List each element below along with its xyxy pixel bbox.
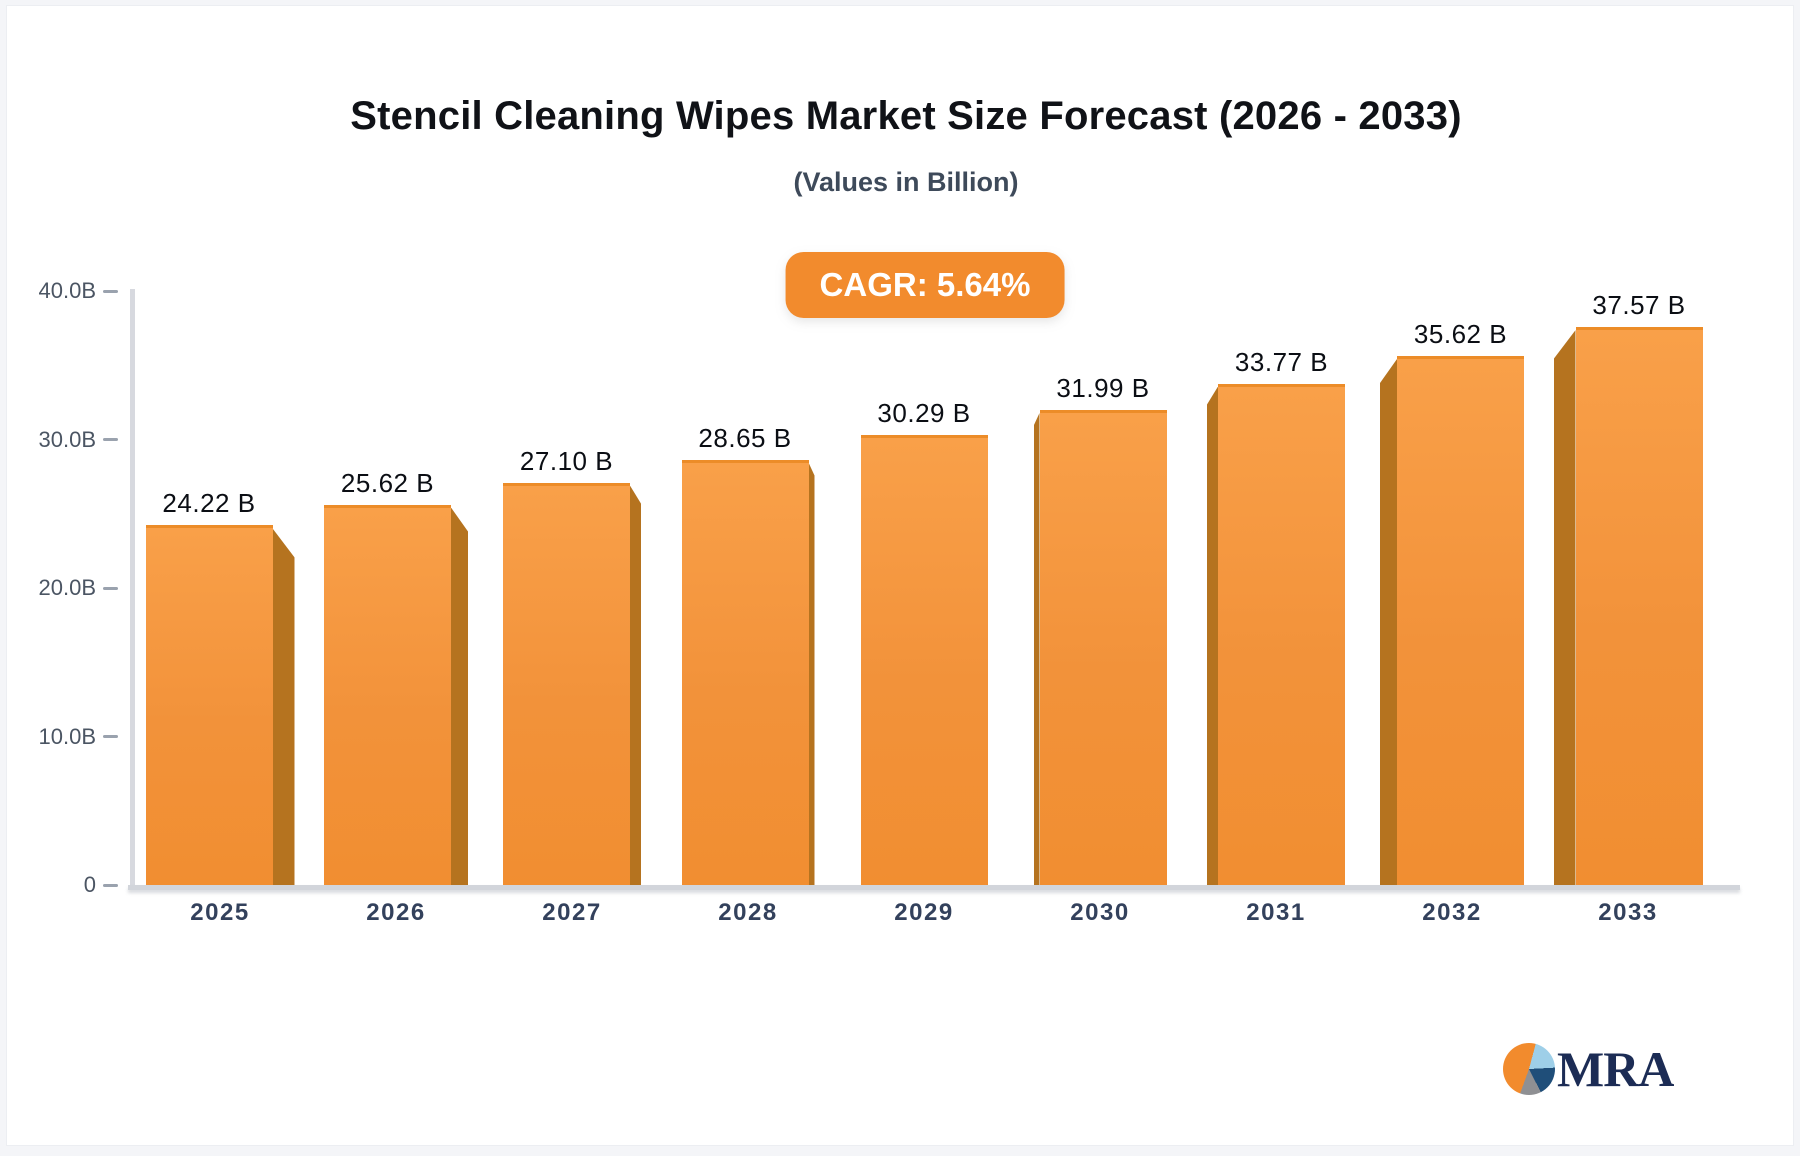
bar-value-label: 37.57 B [1592,290,1686,321]
bar-3d-side [1553,330,1576,885]
chart-subtitle: (Values in Billion) [793,167,1019,197]
x-axis-label-2028: 2028 [718,899,778,926]
bar-value-label: 31.99 B [1056,372,1150,403]
x-axis-label-2029: 2029 [894,899,954,926]
bar-value-label: 30.29 B [877,398,971,429]
brand-logo-text: MRA [1557,1041,1674,1097]
x-axis-label-2031: 2031 [1246,899,1306,926]
y-tick-label: 40.0B [38,278,97,303]
bar-2026[interactable]: 25.62 B [324,468,468,885]
y-tick-label: 10.0B [38,723,97,749]
cagr-badge: CAGR: 5.64% [785,252,1065,318]
y-tick-mark [103,438,118,441]
y-tick-label: 30.0B [38,426,97,452]
x-axis-line [128,885,1740,890]
bar-3d-side [1380,359,1397,885]
y-tick-mark [103,586,118,590]
bar-3d-side [808,462,815,885]
brand-logo: MRA [1503,1040,1674,1098]
bar-value-label: 33.77 B [1234,346,1329,377]
bar-2030[interactable]: 31.99 B [1033,373,1167,885]
y-tick-mark [103,883,118,887]
bar-3d-side [272,528,295,885]
bar-value-label: 35.62 B [1413,319,1508,350]
x-axis-label-2026: 2026 [366,899,426,926]
bar-value-label: 28.65 B [698,422,792,453]
pie-chart-icon [1503,1043,1555,1095]
bar-value-label: 25.62 B [340,467,435,498]
bar-2029[interactable]: 30.29 B [860,398,988,885]
bar-3d-side [1033,412,1040,885]
bar-3d-side [451,507,468,885]
bar-2028[interactable]: 28.65 B [681,423,815,885]
bar-2025[interactable]: 24.22 B [145,488,295,885]
bar-2032[interactable]: 35.62 B [1380,319,1524,885]
y-tick-mark [103,735,118,738]
x-axis-label-2030: 2030 [1070,899,1130,926]
y-axis-line [130,289,135,890]
bar-3d-side [630,485,641,885]
y-tick-label: 20.0B [38,575,97,600]
x-axis-label-2027: 2027 [542,899,602,926]
x-axis-label-2033: 2033 [1598,899,1658,926]
bar-3d-side [1207,386,1218,885]
bar-value-label: 27.10 B [519,445,614,476]
bar-value-label: 24.22 B [162,488,256,519]
x-axis-label-2025: 2025 [190,899,250,926]
bar-2033[interactable]: 37.57 B [1553,290,1703,885]
x-axis-label-2032: 2032 [1422,899,1482,926]
chart-title: Stencil Cleaning Wipes Market Size Forec… [350,94,1462,138]
y-tick-label: 0 [83,872,96,897]
y-tick-mark [103,289,118,293]
bar-2031[interactable]: 33.77 B [1207,347,1345,885]
bar-2027[interactable]: 27.10 B [503,446,641,885]
